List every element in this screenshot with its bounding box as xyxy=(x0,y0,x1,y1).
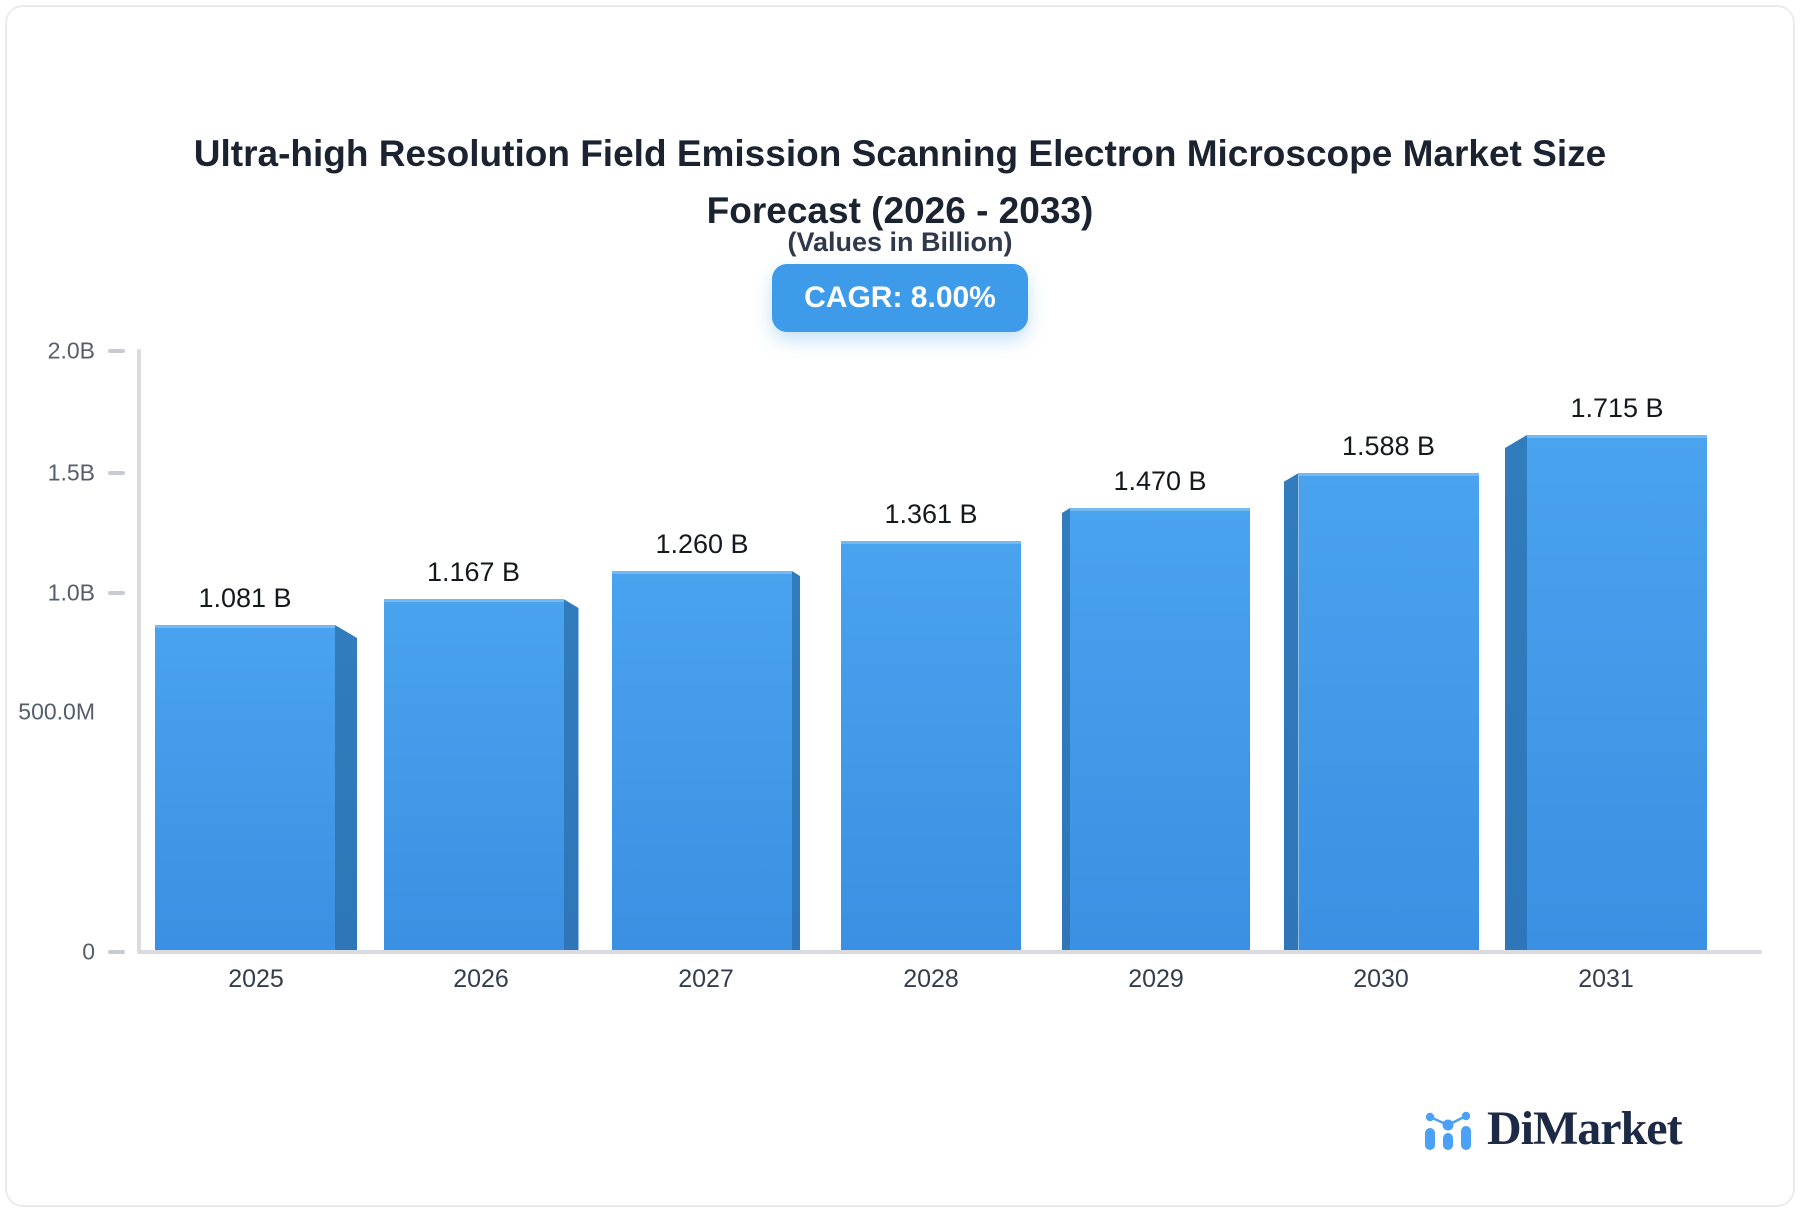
bar-side-face xyxy=(1283,473,1299,950)
bar-chart-trend-icon xyxy=(1425,1111,1471,1150)
y-axis-tick-label: 2.0B xyxy=(47,337,95,364)
y-axis-line xyxy=(137,349,141,952)
bar-value-label: 1.260 B xyxy=(655,529,749,559)
bar-2031[interactable] xyxy=(1505,435,1707,950)
dimarket-logo: DiMarket xyxy=(1423,1102,1683,1155)
y-axis-tick-mark xyxy=(108,950,125,954)
chart-subtitle: (Values in Billion) xyxy=(787,227,1013,257)
y-axis-tick-label: 500.0M xyxy=(18,698,95,725)
bar-face xyxy=(1298,473,1479,950)
chart-card: Ultra-high Resolution Field Emission Sca… xyxy=(5,5,1795,1207)
bar-face xyxy=(612,571,792,950)
bar-face xyxy=(841,541,1021,950)
bar-value-label: 1.081 B xyxy=(198,583,292,613)
bar-value-label: 1.361 B xyxy=(884,499,978,529)
bar-face xyxy=(1527,435,1707,950)
page-title: Ultra-high Resolution Field Emission Sca… xyxy=(7,125,1793,239)
bar-side-face xyxy=(335,625,357,950)
bar-2030[interactable] xyxy=(1283,473,1479,950)
title-line-2: Forecast (2026 - 2033) xyxy=(706,189,1094,231)
x-axis-label: 2031 xyxy=(1578,965,1634,993)
bar-2025[interactable] xyxy=(155,625,357,950)
y-axis-tick-mark xyxy=(108,349,125,353)
bar-face xyxy=(383,599,564,950)
bar-value-label: 1.470 B xyxy=(1113,466,1207,496)
x-axis-label: 2027 xyxy=(678,965,734,993)
bar-side-face xyxy=(1062,508,1070,950)
bar-side-face xyxy=(792,571,800,950)
bar-value-label: 1.167 B xyxy=(426,557,521,587)
y-axis-tick-mark xyxy=(108,591,125,595)
bar-2026[interactable] xyxy=(383,599,579,950)
bar-2028[interactable] xyxy=(841,541,1021,950)
x-axis-label: 2025 xyxy=(228,965,284,993)
bar-2029[interactable] xyxy=(1062,508,1250,950)
y-axis-tick-label: 1.5B xyxy=(47,459,95,486)
plot-area: 2.0B 1.5B 1.0B 500.0M 0 1.081 B 1.167 B 1.260 … xyxy=(7,7,1800,1219)
x-axis-label: 2029 xyxy=(1128,965,1184,993)
cagr-badge-container: CAGR: 8.00% xyxy=(7,264,1793,332)
y-axis-tick-mark xyxy=(108,471,125,475)
logo-brand-text: DiMarket xyxy=(1487,1102,1683,1155)
x-axis-label: 2026 xyxy=(453,965,509,993)
bar-value-label: 1.588 B xyxy=(1341,431,1436,461)
y-axis-tick-label: 0 xyxy=(82,938,95,965)
title-line-1: Ultra-high Resolution Field Emission Sca… xyxy=(193,132,1607,174)
x-axis-baseline xyxy=(137,950,1762,954)
x-axis-label: 2028 xyxy=(903,965,959,993)
bar-face xyxy=(155,625,335,950)
cagr-badge: CAGR: 8.00% xyxy=(772,264,1028,332)
x-axis-label: 2030 xyxy=(1353,965,1409,993)
bar-side-face xyxy=(1505,435,1527,950)
y-axis-tick-label: 1.0B xyxy=(47,579,95,606)
bar-side-face xyxy=(563,599,579,950)
bar-2027[interactable] xyxy=(612,571,800,950)
bar-value-label: 1.715 B xyxy=(1570,393,1664,423)
bar-face xyxy=(1070,508,1250,950)
